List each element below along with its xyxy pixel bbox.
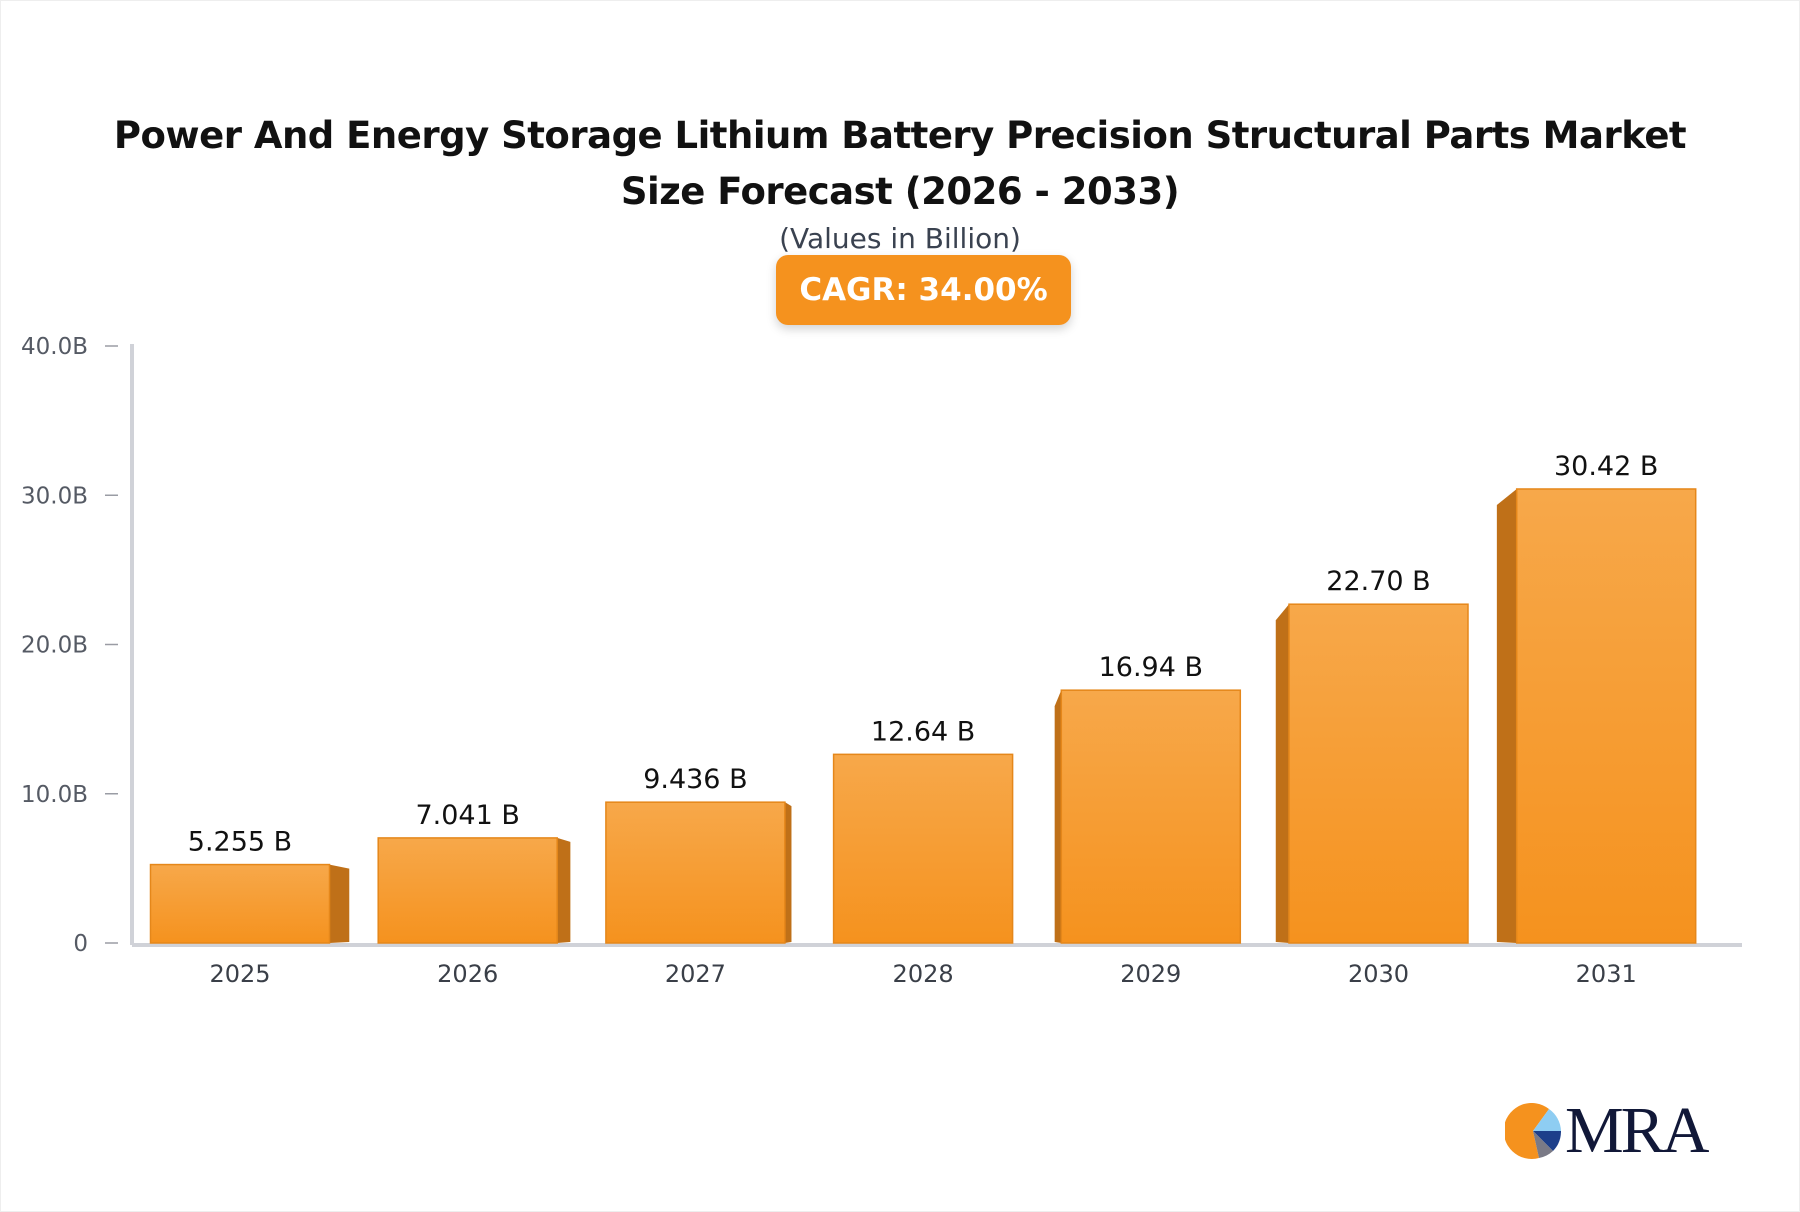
x-tick-label: 2031 <box>1576 960 1637 988</box>
bar-group-2030: 22.70 B 2030 <box>1275 566 1469 988</box>
cagr-badge: CAGR: 34.00% <box>776 255 1071 325</box>
bar-group-2028: 12.64 B 2028 <box>832 716 1014 988</box>
logo-text: MRA <box>1565 1094 1709 1167</box>
chart-title: Power And Energy Storage Lithium Battery… <box>113 114 1687 213</box>
x-tick-label: 2028 <box>893 960 954 988</box>
bar-group-2027: 9.436 B 2027 <box>605 764 792 988</box>
bar-side <box>329 864 350 943</box>
bar-value-label: 12.64 B <box>871 716 975 747</box>
bar-group-2026: 7.041 B 2026 <box>377 800 571 988</box>
chart-subtitle: (Values in Billion) <box>779 222 1021 255</box>
bar-value-label: 5.255 B <box>188 827 292 858</box>
y-tick-label: 0 <box>73 931 88 957</box>
pie-logo-icon <box>1505 1103 1561 1159</box>
bar <box>149 863 331 944</box>
mra-logo: MRA <box>1505 1094 1709 1167</box>
bar <box>1288 603 1469 944</box>
y-tick-label: 10.0B <box>21 782 88 808</box>
bar-side <box>1054 690 1062 943</box>
bar <box>377 837 558 944</box>
bar-side <box>784 802 792 943</box>
bar-group-2031: 30.42 B 2031 <box>1496 451 1697 988</box>
x-tick-label: 2025 <box>209 960 270 988</box>
bar <box>1060 689 1242 944</box>
y-tick-label: 30.0B <box>21 483 88 509</box>
bar-value-label: 7.041 B <box>415 800 519 831</box>
y-tick-label: 40.0B <box>21 334 88 360</box>
x-tick-label: 2027 <box>665 960 726 988</box>
y-tick-label: 20.0B <box>21 633 88 659</box>
x-tick-label: 2026 <box>437 960 498 988</box>
bar-side <box>1275 604 1289 943</box>
bar-side <box>557 837 571 943</box>
bar-group-2029: 16.94 B 2029 <box>1054 652 1242 988</box>
bar-group-2025: 5.255 B 2025 <box>149 827 350 988</box>
bar-value-label: 16.94 B <box>1099 652 1203 683</box>
bar <box>605 801 786 944</box>
x-tick-label: 2029 <box>1120 960 1181 988</box>
bar <box>1515 488 1697 944</box>
bar-side <box>1496 488 1517 943</box>
bar-value-label: 22.70 B <box>1326 566 1430 597</box>
x-tick-label: 2030 <box>1348 960 1409 988</box>
bar-value-label: 30.42 B <box>1554 451 1658 482</box>
bar <box>832 753 1014 944</box>
bar-value-label: 9.436 B <box>643 764 747 795</box>
